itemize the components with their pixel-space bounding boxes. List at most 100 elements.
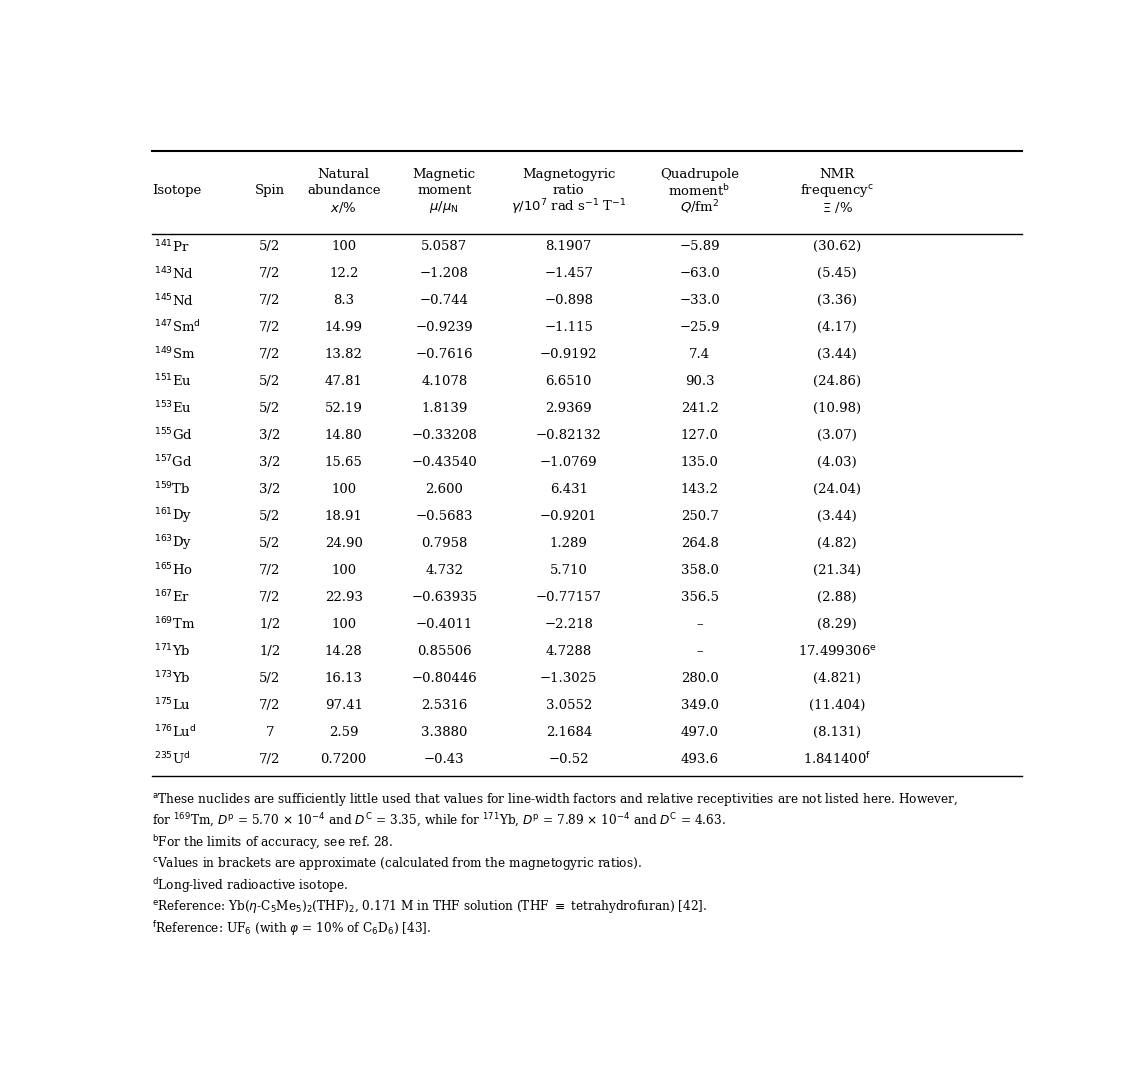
- Text: 1/2: 1/2: [259, 645, 280, 658]
- Text: −0.9192: −0.9192: [540, 348, 597, 361]
- Text: (8.131): (8.131): [813, 725, 861, 739]
- Text: 100: 100: [331, 617, 356, 631]
- Text: $^{155}$Gd: $^{155}$Gd: [154, 427, 193, 443]
- Text: 14.99: 14.99: [325, 321, 363, 334]
- Text: $\Xi$ /%: $\Xi$ /%: [822, 200, 853, 215]
- Text: Spin: Spin: [255, 184, 285, 198]
- Text: 6.431: 6.431: [550, 483, 588, 496]
- Text: 24.90: 24.90: [325, 537, 363, 550]
- Text: −0.43540: −0.43540: [411, 456, 478, 469]
- Text: $^{235}$U$^{\rm d}$: $^{235}$U$^{\rm d}$: [154, 751, 191, 767]
- Text: $^{161}$Dy: $^{161}$Dy: [154, 506, 193, 527]
- Text: −0.898: −0.898: [544, 294, 594, 307]
- Text: (10.98): (10.98): [813, 402, 861, 415]
- Text: 8.3: 8.3: [333, 294, 355, 307]
- Text: for $^{169}$Tm, $D^{\rm p}$ = 5.70 $\times$ 10$^{-4}$ and $D^{\rm C}$ = 3.35, wh: for $^{169}$Tm, $D^{\rm p}$ = 5.70 $\tim…: [153, 812, 727, 830]
- Text: −0.7616: −0.7616: [416, 348, 473, 361]
- Text: 3/2: 3/2: [259, 429, 280, 442]
- Text: 7/2: 7/2: [259, 591, 280, 603]
- Text: 0.85506: 0.85506: [417, 645, 472, 658]
- Text: 241.2: 241.2: [681, 402, 719, 415]
- Text: (4.82): (4.82): [817, 537, 856, 550]
- Text: −0.52: −0.52: [549, 753, 589, 766]
- Text: (24.04): (24.04): [813, 483, 861, 496]
- Text: $^{\rm c}$Values in brackets are approximate (calculated from the magnetogyric r: $^{\rm c}$Values in brackets are approxi…: [153, 854, 642, 871]
- Text: (4.821): (4.821): [813, 672, 861, 685]
- Text: −0.9239: −0.9239: [416, 321, 473, 334]
- Text: $\gamma/10^7$ rad s$^{-1}$ T$^{-1}$: $\gamma/10^7$ rad s$^{-1}$ T$^{-1}$: [511, 198, 627, 217]
- Text: 7: 7: [265, 725, 274, 739]
- Text: −0.43: −0.43: [424, 753, 465, 766]
- Text: (2.88): (2.88): [817, 591, 856, 603]
- Text: 3/2: 3/2: [259, 456, 280, 469]
- Text: $^{149}$Sm: $^{149}$Sm: [154, 346, 195, 363]
- Text: 97.41: 97.41: [325, 698, 363, 711]
- Text: 3.0552: 3.0552: [545, 698, 592, 711]
- Text: 52.19: 52.19: [325, 402, 363, 415]
- Text: (11.404): (11.404): [809, 698, 866, 711]
- Text: Isotope: Isotope: [153, 184, 202, 198]
- Text: $^{163}$Dy: $^{163}$Dy: [154, 534, 193, 553]
- Text: –: –: [696, 617, 703, 631]
- Text: −1.457: −1.457: [544, 267, 594, 280]
- Text: (4.03): (4.03): [817, 456, 856, 469]
- Text: (3.44): (3.44): [817, 509, 856, 523]
- Text: 497.0: 497.0: [681, 725, 719, 739]
- Text: $^{169}$Tm: $^{169}$Tm: [154, 616, 195, 632]
- Text: 1.8139: 1.8139: [421, 402, 467, 415]
- Text: $^{151}$Eu: $^{151}$Eu: [154, 373, 192, 390]
- Text: $^{\rm a}$These nuclides are sufficiently little used that values for line-width: $^{\rm a}$These nuclides are sufficientl…: [153, 790, 959, 807]
- Text: 17.499306$^{\rm e}$: 17.499306$^{\rm e}$: [798, 644, 877, 658]
- Text: $^{\rm b}$For the limits of accuracy, see ref. 28.: $^{\rm b}$For the limits of accuracy, se…: [153, 833, 394, 852]
- Text: −0.82132: −0.82132: [536, 429, 602, 442]
- Text: −1.0769: −1.0769: [540, 456, 598, 469]
- Text: ratio: ratio: [553, 184, 584, 198]
- Text: $^{147}$Sm$^{\rm d}$: $^{147}$Sm$^{\rm d}$: [154, 319, 201, 335]
- Text: 4.7288: 4.7288: [545, 645, 592, 658]
- Text: 0.7200: 0.7200: [320, 753, 367, 766]
- Text: 1/2: 1/2: [259, 617, 280, 631]
- Text: 5.0587: 5.0587: [421, 240, 467, 253]
- Text: (4.17): (4.17): [817, 321, 856, 334]
- Text: 4.732: 4.732: [425, 564, 464, 577]
- Text: (8.29): (8.29): [817, 617, 856, 631]
- Text: frequency$^{\rm c}$: frequency$^{\rm c}$: [800, 183, 874, 199]
- Text: −0.80446: −0.80446: [411, 672, 478, 685]
- Text: 7/2: 7/2: [259, 348, 280, 361]
- Text: 2.5316: 2.5316: [421, 698, 467, 711]
- Text: 264.8: 264.8: [681, 537, 719, 550]
- Text: moment: moment: [417, 184, 472, 198]
- Text: 47.81: 47.81: [325, 375, 363, 388]
- Text: 8.1907: 8.1907: [545, 240, 592, 253]
- Text: $^{159}$Tb: $^{159}$Tb: [154, 481, 191, 498]
- Text: −25.9: −25.9: [680, 321, 720, 334]
- Text: 280.0: 280.0: [681, 672, 719, 685]
- Text: −33.0: −33.0: [680, 294, 720, 307]
- Text: Natural: Natural: [318, 168, 370, 180]
- Text: 5/2: 5/2: [259, 375, 280, 388]
- Text: 5/2: 5/2: [259, 537, 280, 550]
- Text: 0.7958: 0.7958: [421, 537, 467, 550]
- Text: $^{\rm e}$Reference: Yb($\eta$-C$_5$Me$_5$)$_2$(THF)$_2$, 0.171 M in THF solutio: $^{\rm e}$Reference: Yb($\eta$-C$_5$Me$_…: [153, 897, 708, 914]
- Text: 100: 100: [331, 483, 356, 496]
- Text: 135.0: 135.0: [681, 456, 719, 469]
- Text: $^{143}$Nd: $^{143}$Nd: [154, 265, 194, 282]
- Text: −0.744: −0.744: [420, 294, 468, 307]
- Text: NMR: NMR: [820, 168, 854, 180]
- Text: −5.89: −5.89: [680, 240, 720, 253]
- Text: $x$/%: $x$/%: [331, 200, 357, 215]
- Text: 143.2: 143.2: [681, 483, 719, 496]
- Text: 90.3: 90.3: [684, 375, 714, 388]
- Text: (3.36): (3.36): [817, 294, 858, 307]
- Text: 356.5: 356.5: [681, 591, 719, 603]
- Text: 250.7: 250.7: [681, 509, 719, 523]
- Text: (3.44): (3.44): [817, 348, 856, 361]
- Text: −1.208: −1.208: [420, 267, 468, 280]
- Text: $^{153}$Eu: $^{153}$Eu: [154, 400, 192, 417]
- Text: 5/2: 5/2: [259, 402, 280, 415]
- Text: $^{175}$Lu: $^{175}$Lu: [154, 696, 192, 713]
- Text: 4.1078: 4.1078: [421, 375, 467, 388]
- Text: (5.45): (5.45): [817, 267, 856, 280]
- Text: $^{157}$Gd: $^{157}$Gd: [154, 454, 193, 471]
- Text: 7.4: 7.4: [689, 348, 711, 361]
